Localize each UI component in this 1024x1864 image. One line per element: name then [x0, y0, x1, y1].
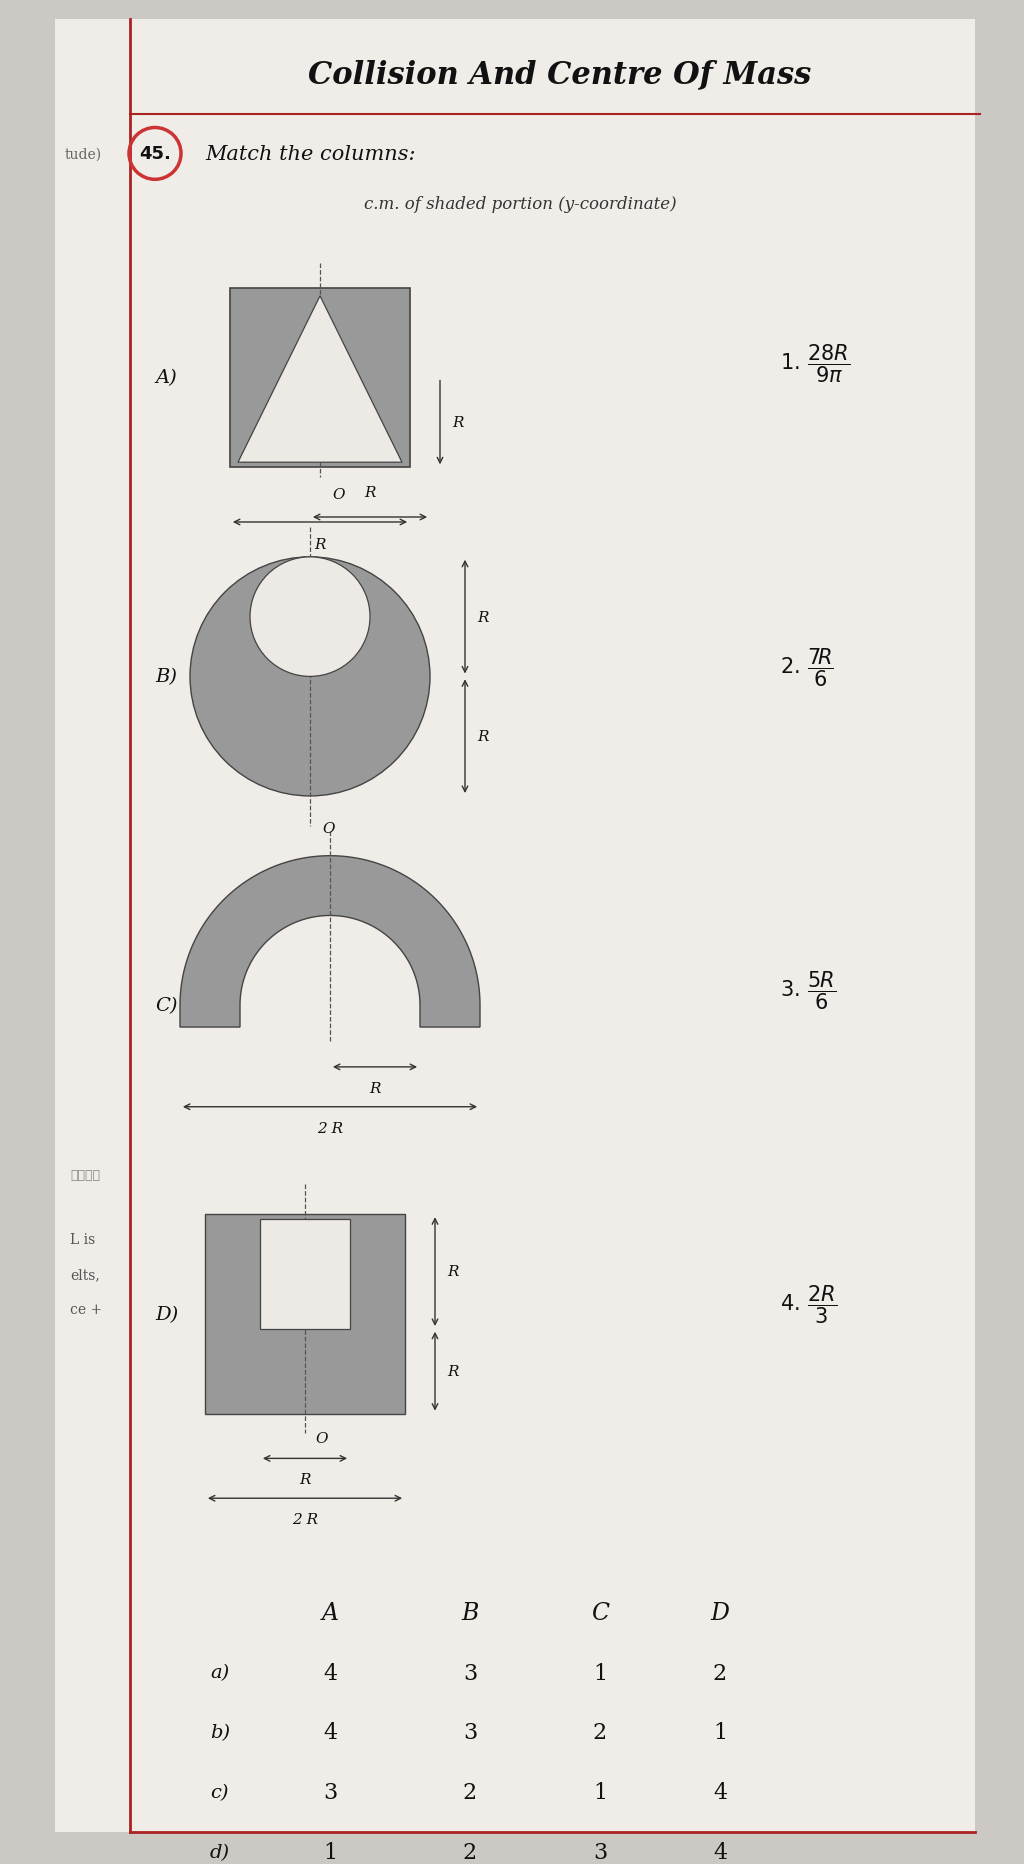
- Text: O: O: [332, 488, 344, 501]
- Bar: [260, 1219, 350, 1329]
- Text: 2: 2: [593, 1722, 607, 1743]
- Text: 4: 4: [323, 1661, 337, 1683]
- Text: R: R: [447, 1264, 459, 1279]
- Text: 4: 4: [713, 1842, 727, 1862]
- Text: $3.\,\dfrac{5R}{6}$: $3.\,\dfrac{5R}{6}$: [780, 969, 837, 1012]
- Text: $4.\,\dfrac{2R}{3}$: $4.\,\dfrac{2R}{3}$: [780, 1282, 838, 1325]
- Text: C: C: [591, 1601, 609, 1624]
- Text: R: R: [299, 1473, 310, 1486]
- Text: R: R: [370, 1081, 381, 1096]
- Text: elts,: elts,: [70, 1268, 99, 1281]
- Text: 3: 3: [323, 1782, 337, 1802]
- Polygon shape: [238, 296, 402, 462]
- Text: c): c): [210, 1784, 228, 1801]
- Text: D): D): [155, 1305, 178, 1323]
- Bar: [55, 21, 975, 1832]
- Text: 4: 4: [323, 1722, 337, 1743]
- Text: 2: 2: [713, 1661, 727, 1683]
- Text: 45.: 45.: [139, 145, 171, 164]
- Text: 1: 1: [323, 1842, 337, 1862]
- Text: A): A): [155, 369, 177, 388]
- Text: D: D: [711, 1601, 729, 1624]
- Text: 3: 3: [463, 1722, 477, 1743]
- Text: A: A: [322, 1601, 339, 1624]
- Text: 2 R: 2 R: [292, 1512, 318, 1527]
- Text: $2.\,\dfrac{7R}{6}$: $2.\,\dfrac{7R}{6}$: [780, 645, 834, 688]
- Bar: [205, 1215, 406, 1413]
- Text: c.m. of shaded portion (y-coordinate): c.m. of shaded portion (y-coordinate): [364, 196, 676, 212]
- Text: 1: 1: [713, 1722, 727, 1743]
- Text: tude): tude): [65, 147, 102, 162]
- Text: B): B): [155, 667, 177, 686]
- Text: R: R: [477, 731, 488, 744]
- Text: 1: 1: [593, 1661, 607, 1683]
- Text: L is: L is: [70, 1232, 95, 1247]
- Text: a): a): [210, 1665, 229, 1681]
- Text: 1: 1: [593, 1782, 607, 1802]
- Text: Match the columns:: Match the columns:: [205, 145, 416, 164]
- Text: Collision And Centre Of Mass: Collision And Centre Of Mass: [308, 60, 812, 89]
- Text: 3: 3: [593, 1842, 607, 1862]
- Text: 2: 2: [463, 1842, 477, 1862]
- Text: $1.\,\dfrac{28R}{9\pi}$: $1.\,\dfrac{28R}{9\pi}$: [780, 343, 851, 384]
- Bar: [230, 289, 410, 468]
- Text: R: R: [452, 416, 464, 431]
- Text: जकरर: जकरर: [70, 1169, 100, 1182]
- Text: 2: 2: [463, 1782, 477, 1802]
- Text: R: R: [447, 1364, 459, 1377]
- Text: 4: 4: [713, 1782, 727, 1802]
- Polygon shape: [180, 856, 480, 1027]
- Text: 2 R: 2 R: [317, 1120, 343, 1135]
- Text: C): C): [155, 997, 177, 1014]
- Text: d): d): [210, 1843, 230, 1860]
- Circle shape: [190, 557, 430, 796]
- Text: R: R: [477, 610, 488, 624]
- Text: ce +: ce +: [70, 1303, 102, 1316]
- Text: R: R: [314, 537, 326, 552]
- Text: O: O: [322, 822, 335, 835]
- Text: b): b): [210, 1724, 230, 1741]
- Text: R: R: [365, 487, 376, 500]
- Text: O: O: [315, 1432, 328, 1446]
- Text: B: B: [462, 1601, 478, 1624]
- Text: 3: 3: [463, 1661, 477, 1683]
- Circle shape: [250, 557, 370, 677]
